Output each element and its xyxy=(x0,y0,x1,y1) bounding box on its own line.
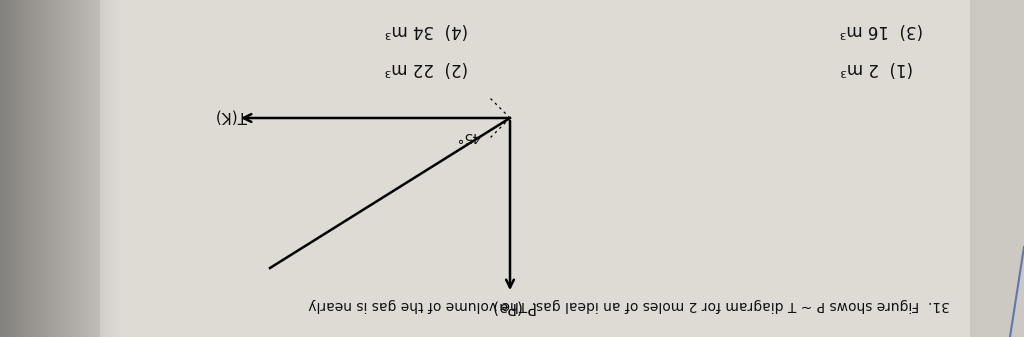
Text: (2)  22 m³: (2) 22 m³ xyxy=(385,59,468,77)
Text: (4)  34 m³: (4) 34 m³ xyxy=(385,21,468,39)
Text: (3)  16 m³: (3) 16 m³ xyxy=(840,21,924,39)
Text: (1)  2 m³: (1) 2 m³ xyxy=(840,59,912,77)
Text: 45°: 45° xyxy=(456,129,480,143)
Text: P (Pa): P (Pa) xyxy=(494,300,537,315)
Text: 31.  Figure shows P ~ T diagram for 2 moles of an ideal gas. The volume of the g: 31. Figure shows P ~ T diagram for 2 mol… xyxy=(308,298,950,312)
Bar xyxy=(100,0,970,337)
Text: T(K): T(K) xyxy=(215,109,247,123)
